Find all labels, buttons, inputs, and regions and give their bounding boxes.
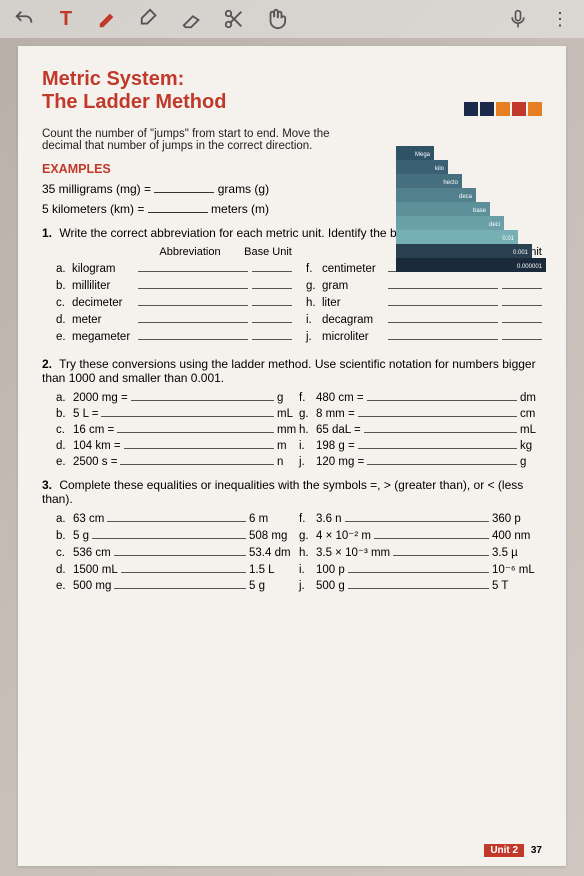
- svg-text:deca: deca: [459, 194, 473, 200]
- conv-row: a.2000 mg =gf.480 cm =dm: [56, 391, 542, 404]
- ex2-left: 5 kilometers (km) =: [42, 202, 144, 216]
- page-footer: Unit 2 37: [484, 845, 542, 856]
- text-tool-icon[interactable]: T: [54, 7, 78, 31]
- ineq-row: c.536 cm53.4 dmh.3.5 × 10⁻³ mm3.5 µ: [56, 545, 542, 559]
- q3-num: 3.: [42, 478, 56, 492]
- q2-text: Try these conversions using the ladder m…: [42, 357, 536, 385]
- q1-col-left: AbbreviationBase Unit a.kilogram b.millil…: [56, 246, 292, 347]
- unit-row: c.decimeter: [56, 296, 292, 309]
- ineq-row: b.5 g508 mgg.4 × 10⁻² m400 nm: [56, 528, 542, 542]
- conv-row: d.104 km =mi.198 g =kg: [56, 439, 542, 452]
- unit-row: d.meter: [56, 313, 292, 326]
- more-icon[interactable]: ⋮: [548, 7, 572, 31]
- q1-num: 1.: [42, 226, 56, 240]
- app-toolbar: T ⋮: [0, 0, 584, 38]
- ex2-blank: [148, 202, 208, 213]
- unit-row: a.kilogram: [56, 262, 292, 275]
- ladder-diagram: 0.000001 0.001 0.01 deci base deca hecto kilo Me…: [396, 122, 546, 272]
- svg-text:deci: deci: [489, 222, 500, 228]
- unit-row: h.liter: [306, 296, 542, 309]
- unit-row: e.megameter: [56, 330, 292, 343]
- unit-row: g.gram: [306, 279, 542, 292]
- intro-text: Count the number of "jumps" from start t…: [42, 128, 372, 152]
- q2-num: 2.: [42, 357, 56, 371]
- unit-label: Unit 2: [484, 844, 524, 857]
- svg-text:kilo: kilo: [435, 166, 445, 172]
- conv-row: e.2500 s =nj.120 mg =g: [56, 455, 542, 468]
- svg-text:hecto: hecto: [443, 180, 458, 186]
- hdr-abbrev: Abbreviation: [136, 246, 244, 258]
- pen-icon[interactable]: [96, 7, 120, 31]
- q3-inequalities: a.63 cm6 mf.3.6 n360 p b.5 g508 mgg.4 × 1…: [42, 512, 542, 592]
- title-line-1: Metric System:: [42, 68, 542, 91]
- hand-icon[interactable]: [264, 7, 288, 31]
- mic-icon[interactable]: [506, 7, 530, 31]
- scissors-icon[interactable]: [222, 7, 246, 31]
- conv-row: c.16 cm =mmh.65 daL =mL: [56, 423, 542, 436]
- ineq-row: e.500 mg5 gj.500 g5 T: [56, 579, 542, 592]
- conv-row: b.5 L =mLg.8 mm =cm: [56, 407, 542, 420]
- svg-text:Mega: Mega: [415, 152, 431, 158]
- eraser-icon[interactable]: [180, 7, 204, 31]
- worksheet-page: Metric System: The Ladder Method 0.00000…: [18, 46, 566, 866]
- color-squares: [464, 102, 542, 116]
- q3-text: Complete these equalities or inequalitie…: [42, 478, 523, 506]
- svg-text:0.01: 0.01: [502, 236, 514, 242]
- svg-text:0.000001: 0.000001: [517, 264, 543, 270]
- ex1-right: grams (g): [218, 182, 269, 196]
- unit-row: i.decagram: [306, 313, 542, 326]
- highlighter-icon[interactable]: [138, 7, 162, 31]
- ex1-left: 35 milligrams (mg) =: [42, 182, 151, 196]
- ineq-row: d.1500 mL1.5 Li.100 p10⁻⁶ mL: [56, 562, 542, 576]
- unit-row: b.milliliter: [56, 279, 292, 292]
- svg-text:base: base: [473, 208, 487, 214]
- undo-icon[interactable]: [12, 7, 36, 31]
- question-3: 3. Complete these equalities or inequali…: [42, 478, 542, 506]
- ex2-right: meters (m): [211, 202, 269, 216]
- hdr-base: Base Unit: [244, 246, 292, 258]
- question-2: 2. Try these conversions using the ladde…: [42, 357, 542, 385]
- ineq-row: a.63 cm6 mf.3.6 n360 p: [56, 512, 542, 525]
- q2-conversions: a.2000 mg =gf.480 cm =dm b.5 L =mLg.8 mm …: [42, 391, 542, 468]
- unit-row: j.microliter: [306, 330, 542, 343]
- ex1-blank: [154, 182, 214, 193]
- svg-text:0.001: 0.001: [513, 250, 529, 256]
- page-number: 37: [531, 845, 542, 856]
